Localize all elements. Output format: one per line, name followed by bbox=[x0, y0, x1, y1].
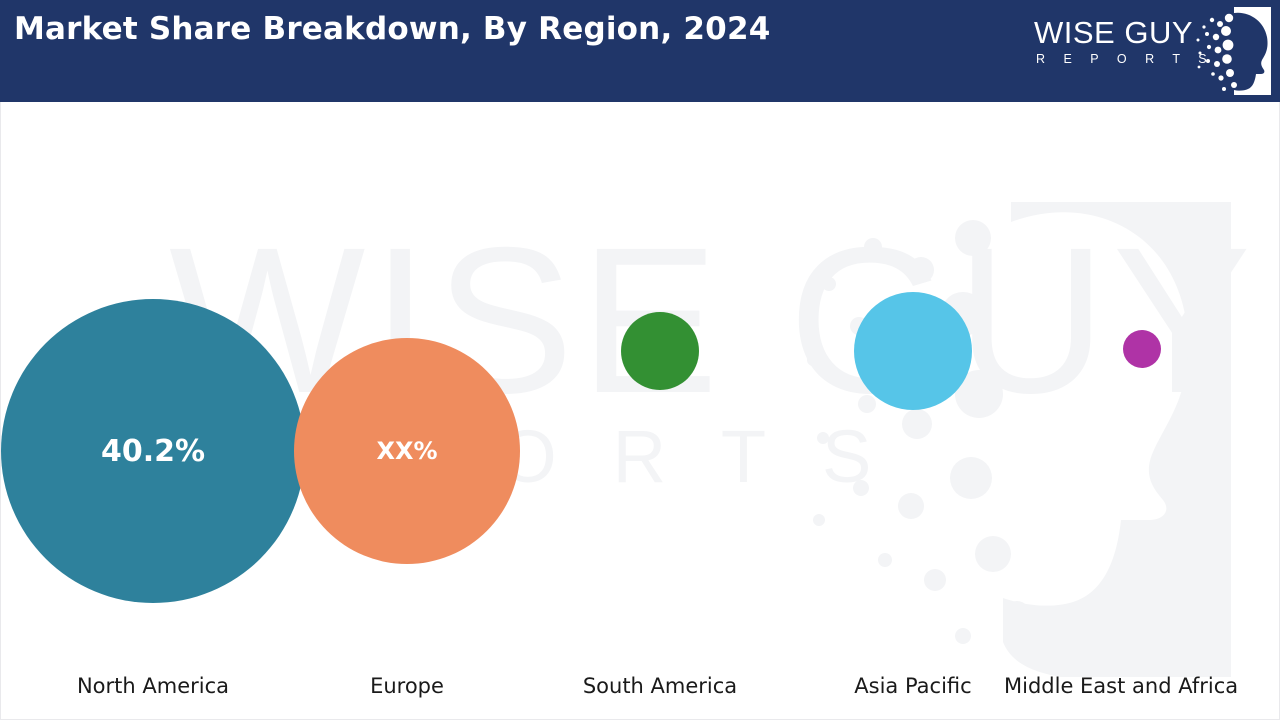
bubble-value-label: 40.2% bbox=[100, 433, 206, 469]
bubble-europe[interactable]: XX% bbox=[294, 338, 520, 564]
chart-plot-area: WISE GUY REPORTS bbox=[0, 102, 1280, 720]
axis-label-south-america: South America bbox=[582, 674, 738, 698]
logo-subtitle: R E P O R T S bbox=[1036, 52, 1215, 66]
logo-wordmark: WISE GUY bbox=[1034, 15, 1194, 50]
chart-header: Market Share Breakdown, By Region, 2024 … bbox=[0, 0, 1280, 102]
bubble-asia-pacific[interactable] bbox=[854, 292, 972, 410]
bubble-north-america[interactable]: 40.2% bbox=[1, 299, 305, 603]
bubble-south-america[interactable] bbox=[621, 312, 699, 390]
axis-label-europe: Europe bbox=[370, 674, 444, 698]
bubble-middle-east-and-africa[interactable] bbox=[1123, 330, 1161, 368]
page-title: Market Share Breakdown, By Region, 2024 bbox=[14, 11, 771, 47]
axis-label-north-america: North America bbox=[76, 674, 230, 698]
brand-logo: WISE GUY R E P O R T S bbox=[1024, 4, 1274, 98]
bubble-value-label: XX% bbox=[376, 437, 438, 465]
axis-label-middle-east-and-africa: Middle East and Africa bbox=[1004, 674, 1239, 698]
axis-label-asia-pacific: Asia Pacific bbox=[854, 674, 972, 698]
head-profile-dots-icon bbox=[1196, 7, 1271, 95]
